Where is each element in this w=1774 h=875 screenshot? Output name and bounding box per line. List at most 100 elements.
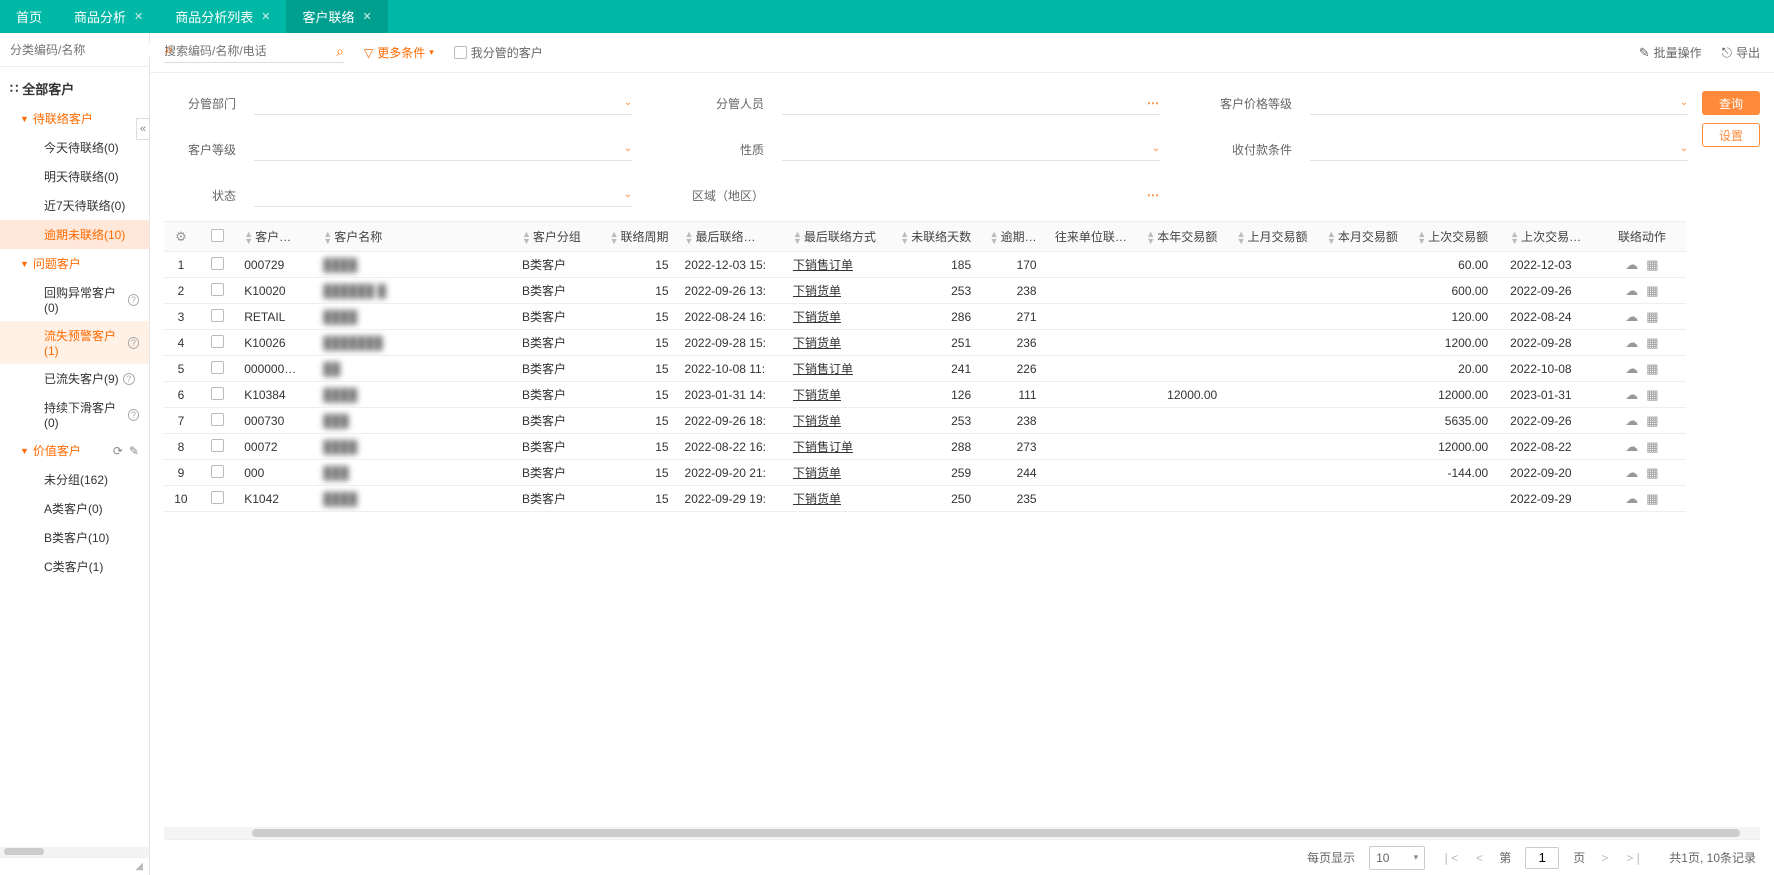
more-icon[interactable]: ▦ [1646,439,1658,454]
column-cycle[interactable]: 联络周期 [598,222,677,252]
cell-checkbox[interactable] [198,304,236,330]
table-row[interactable]: 7000730███B类客户152022-09-26 18:下销货单253238… [164,408,1686,434]
lastway-link[interactable]: 下销售订单 [793,258,853,272]
cell-checkbox[interactable] [198,460,236,486]
filter-control[interactable]: ⌄ [254,137,632,161]
filter-control[interactable]: ⌄ [1310,137,1688,161]
sidebar-item[interactable]: 今天待联络(0) [0,133,149,162]
sidebar-item[interactable]: B类客户(10) [0,523,149,552]
column-name[interactable]: 客户名称 [315,222,514,252]
close-icon[interactable]: ✕ [134,10,143,23]
lastway-link[interactable]: 下销售订单 [793,362,853,376]
column-lastmonth[interactable]: 上月交易额 [1225,222,1315,252]
refresh-icon[interactable]: ⟳ [113,444,123,458]
chat-icon[interactable]: ☁ [1625,309,1638,324]
column-group[interactable]: 客户分组 [514,222,598,252]
next-page-button[interactable]: > [1599,851,1610,865]
help-icon[interactable]: ? [123,373,135,385]
more-icon[interactable]: ▦ [1646,413,1658,428]
help-icon[interactable]: ? [128,409,139,421]
per-page-select[interactable]: 10 ▾ [1369,846,1425,870]
more-icon[interactable]: ▦ [1646,257,1658,272]
column-lasttime[interactable]: 最后联络… [677,222,785,252]
table-row[interactable]: 4K10026███████B类客户152022-09-28 15:下销货单25… [164,330,1686,356]
more-icon[interactable]: ▦ [1646,361,1658,376]
filter-control[interactable]: ⌄ [254,91,632,115]
sidebar-item[interactable]: 未分组(162) [0,465,149,494]
export-button[interactable]: ⎋ 导出 [1722,44,1760,61]
cell-checkbox[interactable] [198,434,236,460]
sidebar-item[interactable]: 逾期未联络(10) [0,220,149,249]
chat-icon[interactable]: ☁ [1625,361,1638,376]
table-row[interactable]: 800072████B类客户152022-08-22 16:下销售订单28827… [164,434,1686,460]
sidebar-item[interactable]: C类客户(1) [0,552,149,581]
last-page-button[interactable]: >❘ [1624,851,1645,865]
table-row[interactable]: 6K10384████B类客户152023-01-31 14:下销货单12611… [164,382,1686,408]
more-filters-button[interactable]: ▽ 更多条件 ▾ [364,44,434,61]
search-button[interactable]: 查询 [1702,91,1760,115]
sidebar-scrollbar[interactable] [0,847,149,857]
table-row[interactable]: 10K1042████B类客户152022-09-29 19:下销货单25023… [164,486,1686,512]
table-row[interactable]: 9000███B类客户152022-09-20 21:下销货单259244-14… [164,460,1686,486]
tab[interactable]: 首页 [0,0,58,33]
sidebar-group[interactable]: ▼问题客户 [0,249,149,278]
column-select-all[interactable] [198,222,236,252]
more-icon[interactable]: ▦ [1646,465,1658,480]
sidebar-item[interactable]: 已流失客户(9)? [0,364,149,393]
column-yearamt[interactable]: 本年交易额 [1135,222,1225,252]
column-lastway[interactable]: 最后联络方式 [785,222,891,252]
sidebar-group[interactable]: ▼价值客户⟳✎ [0,436,149,465]
sidebar-item[interactable]: 近7天待联络(0) [0,191,149,220]
lastway-link[interactable]: 下销售订单 [793,440,853,454]
settings-button[interactable]: 设置 [1702,123,1760,147]
close-icon[interactable]: ✕ [261,10,270,23]
filter-control[interactable]: ⌄ [782,137,1160,161]
lastway-link[interactable]: 下销货单 [793,492,841,506]
sidebar-item[interactable]: 持续下滑客户(0)? [0,393,149,436]
column-unit[interactable]: 往来单位联… [1045,222,1135,252]
search-icon[interactable]: ⌕ [165,41,173,58]
more-icon[interactable]: ▦ [1646,335,1658,350]
column-lastamt[interactable]: 上次交易额 [1406,222,1496,252]
table-row[interactable]: 1000729████B类客户152022-12-03 15:下销售订单1851… [164,252,1686,278]
sidebar-item[interactable]: A类客户(0) [0,494,149,523]
cell-checkbox[interactable] [198,486,236,512]
filter-control[interactable]: ⌄ [254,183,632,207]
cell-checkbox[interactable] [198,382,236,408]
chat-icon[interactable]: ☁ [1625,283,1638,298]
my-customers-checkbox[interactable]: 我分管的客户 [454,44,543,61]
sidebar-item[interactable]: 回购异常客户(0)? [0,278,149,321]
batch-button[interactable]: ✎ 批量操作 [1639,44,1702,61]
table-horizontal-scrollbar[interactable] [164,827,1760,839]
column-overdue[interactable]: 逾期… [979,222,1044,252]
column-thismonth[interactable]: 本月交易额 [1316,222,1406,252]
sidebar-collapse-button[interactable]: « [136,118,150,140]
cell-checkbox[interactable] [198,278,236,304]
chat-icon[interactable]: ☁ [1625,413,1638,428]
chat-icon[interactable]: ☁ [1625,491,1638,506]
table-row[interactable]: 3RETAIL████B类客户152022-08-24 16:下销货单28627… [164,304,1686,330]
lastway-link[interactable]: 下销货单 [793,414,841,428]
close-icon[interactable]: ✕ [363,10,372,23]
cell-checkbox[interactable] [198,252,236,278]
tab[interactable]: 客户联络✕ [286,0,387,33]
more-icon[interactable]: ▦ [1646,387,1658,402]
lastway-link[interactable]: 下销货单 [793,284,841,298]
chat-icon[interactable]: ☁ [1625,387,1638,402]
search-icon[interactable]: ⌕ [336,43,344,60]
chat-icon[interactable]: ☁ [1625,257,1638,272]
tab[interactable]: 商品分析✕ [58,0,159,33]
sidebar-root[interactable]: ∷ 全部客户 [0,73,149,104]
chat-icon[interactable]: ☁ [1625,465,1638,480]
cell-checkbox[interactable] [198,408,236,434]
column-lastdate[interactable]: 上次交易日期 [1496,222,1598,252]
tab[interactable]: 商品分析列表✕ [159,0,286,33]
more-icon[interactable]: ▦ [1646,283,1658,298]
filter-control[interactable]: ⋯ [782,91,1160,115]
filter-control[interactable]: ⋯ [782,183,1160,207]
lastway-link[interactable]: 下销货单 [793,310,841,324]
sidebar-item[interactable]: 流失预警客户(1)? [0,321,149,364]
column-gear[interactable]: ⚙ [164,222,198,252]
lastway-link[interactable]: 下销货单 [793,388,841,402]
chat-icon[interactable]: ☁ [1625,335,1638,350]
